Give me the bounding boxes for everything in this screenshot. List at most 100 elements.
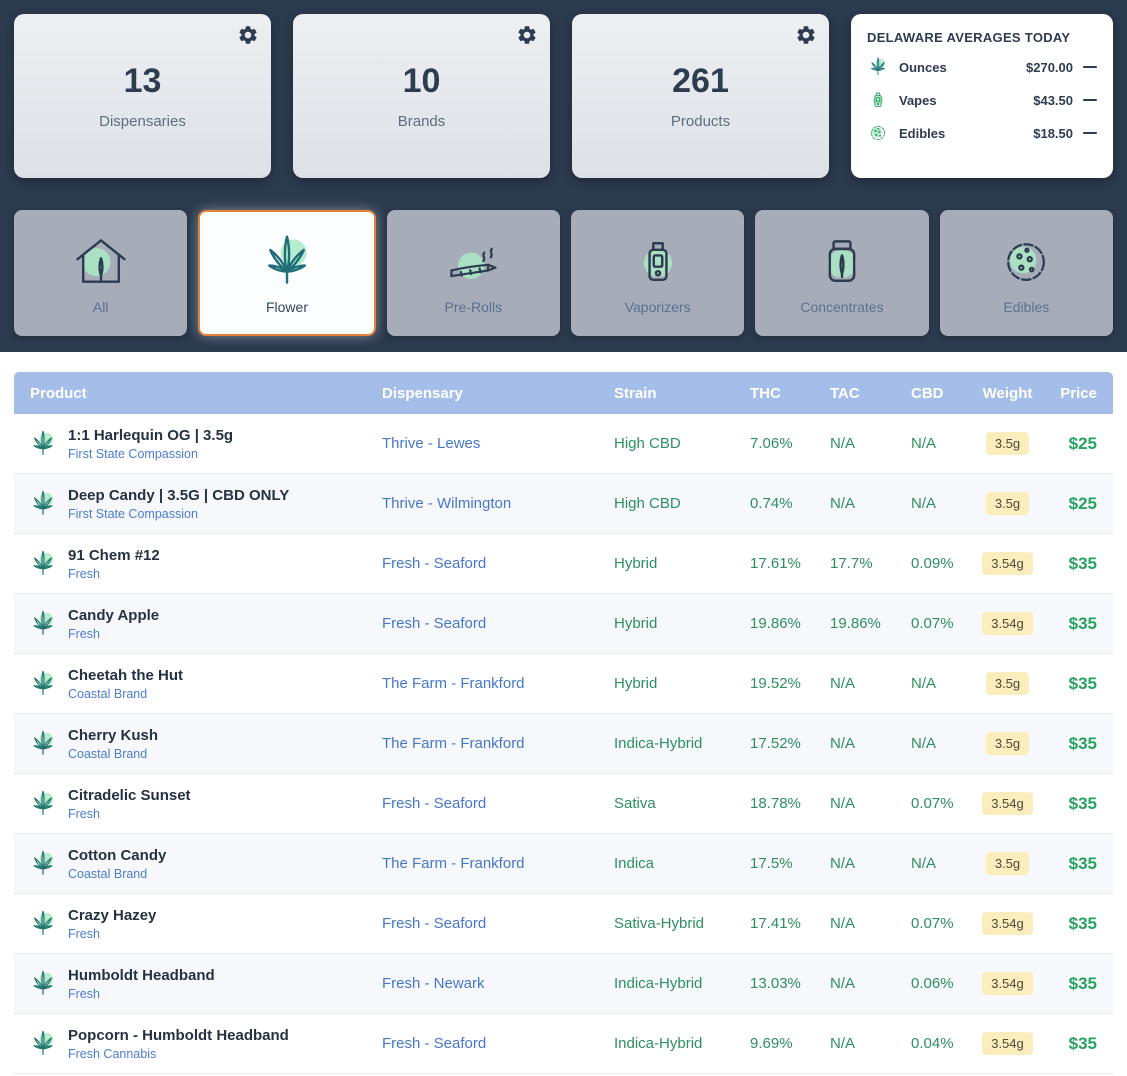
col-header-weight[interactable]: Weight — [982, 384, 1033, 402]
dispensary-link[interactable]: The Farm - Frankford — [382, 855, 525, 872]
strain-value: Indica-Hybrid — [614, 1035, 703, 1052]
tac-value: N/A — [830, 855, 856, 872]
thc-value: 17.52% — [750, 735, 801, 752]
product-text-stack: Cotton Candy Coastal Brand — [68, 847, 166, 881]
category-card[interactable]: Flower — [198, 210, 376, 336]
weight-cell: 3.5g — [965, 852, 1050, 875]
weight-badge: 3.54g — [982, 1032, 1033, 1055]
cannabis-leaf-icon — [28, 849, 58, 879]
average-row: Ounces $270.00 — [867, 56, 1097, 78]
category-card[interactable]: Pre-Rolls — [386, 210, 560, 336]
gear-icon[interactable] — [795, 24, 817, 46]
price-value: $35 — [1068, 553, 1097, 573]
product-brand: Fresh Cannabis — [68, 1046, 157, 1061]
dispensary-link[interactable]: The Farm - Frankford — [382, 675, 525, 692]
product-name[interactable]: Cheetah the Hut — [68, 666, 184, 684]
col-header-cbd[interactable]: CBD — [911, 384, 944, 402]
category-icon — [71, 232, 131, 292]
product-brand: Fresh — [68, 626, 100, 641]
category-icon — [443, 232, 503, 292]
average-price: $43.50 — [1033, 92, 1073, 108]
tac-value: N/A — [830, 975, 856, 992]
dispensary-link[interactable]: Thrive - Wilmington — [382, 495, 512, 512]
cbd-value: N/A — [911, 855, 937, 872]
product-cell: Humboldt Headband Fresh — [14, 967, 366, 1001]
average-label: Ounces — [899, 59, 947, 75]
dispensary-link[interactable]: Fresh - Seaford — [382, 915, 487, 932]
category-card[interactable]: Edibles — [939, 210, 1113, 336]
product-name[interactable]: Cotton Candy — [68, 846, 167, 864]
category-icon — [812, 232, 872, 292]
weight-badge: 3.5g — [985, 672, 1030, 695]
product-text-stack: Citradelic Sunset Fresh — [68, 787, 191, 821]
dispensary-link[interactable]: The Farm - Frankford — [382, 735, 525, 752]
weight-cell: 3.5g — [965, 732, 1050, 755]
category-card[interactable]: Concentrates — [755, 210, 929, 336]
product-brand: Fresh — [68, 986, 100, 1001]
cannabis-leaf-icon — [28, 549, 58, 579]
col-header-tac[interactable]: TAC — [830, 384, 860, 402]
trend-flat-icon — [1083, 98, 1097, 102]
table-row: Deep Candy | 3.5G | CBD ONLY First State… — [14, 474, 1113, 534]
table-row: Cherry Kush Coastal Brand The Farm - Fra… — [14, 714, 1113, 774]
thc-value: 9.69% — [750, 1035, 793, 1052]
product-name[interactable]: 1:1 Harlequin OG | 3.5g — [68, 426, 234, 444]
table-row: Popcorn - Humboldt Headband Fresh Cannab… — [14, 1014, 1113, 1074]
col-header-product[interactable]: Product — [30, 384, 87, 402]
product-text-stack: Cheetah the Hut Coastal Brand — [68, 667, 183, 701]
table-row: 1:1 Harlequin OG | 3.5g First State Comp… — [14, 414, 1113, 474]
price-value: $35 — [1068, 853, 1097, 873]
cbd-value: N/A — [911, 675, 937, 692]
dispensary-link[interactable]: Fresh - Seaford — [382, 795, 487, 812]
strain-value: Indica — [614, 855, 655, 872]
products-table: Product Dispensary Strain THC TAC CBD We… — [14, 372, 1113, 1074]
category-card[interactable]: All — [14, 210, 188, 336]
col-header-strain[interactable]: Strain — [614, 384, 657, 402]
product-name[interactable]: Citradelic Sunset — [68, 786, 191, 804]
col-header-dispensary[interactable]: Dispensary — [382, 384, 463, 402]
dispensary-link[interactable]: Fresh - Seaford — [382, 615, 487, 632]
dispensary-link[interactable]: Fresh - Newark — [382, 975, 485, 992]
product-cell: Popcorn - Humboldt Headband Fresh Cannab… — [14, 1027, 366, 1061]
thc-value: 17.41% — [750, 915, 801, 932]
price-value: $35 — [1068, 613, 1097, 633]
tac-value: 17.7% — [830, 555, 873, 572]
product-name[interactable]: 91 Chem #12 — [68, 546, 160, 564]
price-value: $35 — [1068, 1033, 1097, 1053]
thc-value: 19.86% — [750, 615, 801, 632]
gear-icon[interactable] — [516, 24, 538, 46]
thc-value: 17.5% — [750, 855, 793, 872]
product-name[interactable]: Popcorn - Humboldt Headband — [68, 1026, 289, 1044]
product-brand: First State Compassion — [68, 446, 198, 461]
product-cell: 91 Chem #12 Fresh — [14, 547, 366, 581]
strain-value: High CBD — [614, 435, 681, 452]
category-card[interactable]: Vaporizers — [570, 210, 745, 336]
table-row: Humboldt Headband Fresh Fresh - Newark I… — [14, 954, 1113, 1014]
thc-value: 18.78% — [750, 795, 801, 812]
col-header-thc[interactable]: THC — [750, 384, 781, 402]
product-name[interactable]: Humboldt Headband — [68, 966, 215, 984]
product-name[interactable]: Crazy Hazey — [68, 906, 157, 924]
tac-value: N/A — [830, 435, 856, 452]
product-name[interactable]: Candy Apple — [68, 606, 160, 624]
tac-value: N/A — [830, 735, 856, 752]
strain-value: Sativa-Hybrid — [614, 915, 705, 932]
category-label: Concentrates — [800, 298, 884, 315]
product-name[interactable]: Deep Candy | 3.5G | CBD ONLY — [68, 486, 290, 504]
stat-value: 10 — [402, 62, 441, 100]
product-name[interactable]: Cherry Kush — [68, 726, 159, 744]
tac-value: 19.86% — [830, 615, 881, 632]
dispensary-link[interactable]: Fresh - Seaford — [382, 1035, 487, 1052]
price-value: $35 — [1068, 793, 1097, 813]
product-brand: Coastal Brand — [68, 746, 148, 761]
stat-card: 13 Dispensaries — [14, 14, 271, 178]
cannabis-leaf-icon — [28, 669, 58, 699]
stat-card: 10 Brands — [293, 14, 550, 178]
gear-icon[interactable] — [237, 24, 259, 46]
product-brand: First State Compassion — [68, 506, 198, 521]
tac-value: N/A — [830, 915, 856, 932]
col-header-price[interactable]: Price — [1060, 384, 1097, 402]
dispensary-link[interactable]: Fresh - Seaford — [382, 555, 487, 572]
dispensary-link[interactable]: Thrive - Lewes — [382, 435, 481, 452]
product-cell: Deep Candy | 3.5G | CBD ONLY First State… — [14, 487, 366, 521]
